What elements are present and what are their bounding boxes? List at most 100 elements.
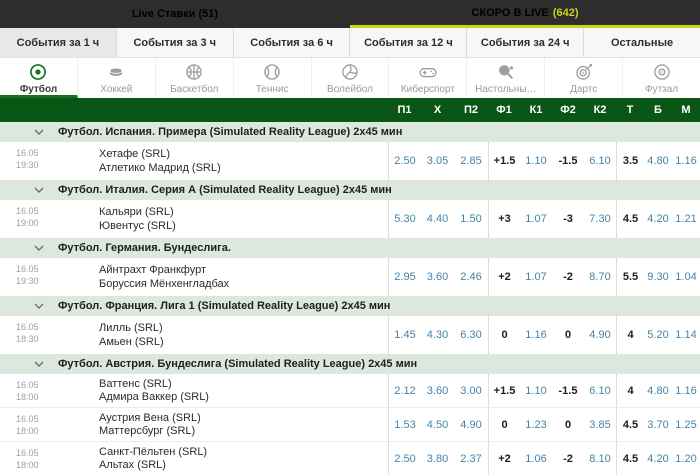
odds-p2[interactable]: 3.00 [460, 384, 482, 397]
tab-events-other[interactable]: Остальные [584, 28, 700, 57]
odds-p1[interactable]: 5.30 [388, 200, 421, 238]
odds-x[interactable]: 3.05 [426, 155, 449, 167]
odds-k2[interactable]: 8.10 [589, 452, 611, 465]
odds-k2[interactable]: 8.70 [589, 271, 611, 283]
odds-t[interactable]: 4.5 [616, 442, 644, 475]
odds-f2[interactable]: -2 [563, 452, 573, 465]
odds-f1[interactable]: +1.5 [488, 374, 520, 407]
odds-m[interactable]: 1.21 [675, 213, 697, 225]
sport-tab-volleyball[interactable]: Волейбол [312, 58, 390, 98]
odds-b[interactable]: 4.20 [647, 213, 669, 225]
odds-p1[interactable]: 2.95 [388, 258, 421, 296]
tab-events-3h[interactable]: События за 3 ч [116, 28, 234, 57]
sport-tab-tennis[interactable]: Теннис [234, 58, 312, 98]
odds-f1[interactable]: +1.5 [488, 142, 520, 180]
sport-tab-esports[interactable]: Киберспорт [389, 58, 468, 98]
sport-tab-football[interactable]: Футбол [0, 58, 78, 98]
odds-b[interactable]: 5.20 [647, 329, 669, 341]
league-section-austria[interactable]: Футбол. Австрия. Бундеслига (Simulated R… [0, 354, 700, 374]
odds-k2[interactable]: 6.10 [589, 155, 611, 167]
odds-k2[interactable]: 6.10 [589, 384, 611, 397]
odds-p1[interactable]: 1.53 [388, 408, 421, 441]
match-teams[interactable]: Кальяри (SRL) Ювентус (SRL) [99, 200, 388, 238]
odds-f1[interactable]: +3 [488, 200, 520, 238]
odds-p1[interactable]: 2.12 [388, 374, 421, 407]
odds-x[interactable]: 4.50 [426, 418, 449, 431]
odds-x[interactable]: 3.60 [426, 384, 449, 397]
odds-f1[interactable]: 0 [488, 316, 520, 354]
match-teams[interactable]: Айнтрахт Франкфурт Боруссия Мёнхенгладба… [99, 258, 388, 296]
time-filter-tabs: События за 1 ч События за 3 ч События за… [0, 28, 700, 58]
odds-f2[interactable]: -1.5 [558, 384, 578, 397]
odds-t[interactable]: 5.5 [616, 258, 644, 296]
odds-k1[interactable]: 1.10 [525, 155, 547, 167]
odds-p2[interactable]: 1.50 [460, 213, 482, 225]
odds-m[interactable]: 1.20 [675, 452, 697, 465]
tab-events-12h[interactable]: События за 12 ч [350, 28, 468, 57]
odds-x[interactable]: 3.60 [426, 271, 449, 283]
odds-t[interactable]: 3.5 [616, 142, 644, 180]
sport-tab-darts[interactable]: Дартс [545, 58, 624, 98]
sport-tab-futsal[interactable]: Футзал [623, 58, 700, 98]
match-teams[interactable]: Аустрия Вена (SRL) Маттерсбург (SRL) [99, 408, 388, 441]
odds-k1[interactable]: 1.07 [525, 271, 547, 283]
odds-m[interactable]: 1.14 [675, 329, 697, 341]
odds-m[interactable]: 1.16 [675, 384, 697, 397]
odds-b[interactable]: 4.20 [647, 452, 669, 465]
odds-b[interactable]: 3.70 [647, 418, 669, 431]
odds-x[interactable]: 4.40 [426, 213, 449, 225]
odds-f2[interactable]: 0 [564, 418, 572, 431]
odds-p2[interactable]: 2.46 [460, 271, 482, 283]
league-section-spain[interactable]: Футбол. Испания. Примера (Simulated Real… [0, 122, 700, 142]
odds-k1[interactable]: 1.23 [525, 418, 547, 431]
odds-f1[interactable]: +2 [488, 258, 520, 296]
odds-k1[interactable]: 1.06 [525, 452, 547, 465]
tab-events-6h[interactable]: События за 6 ч [233, 28, 351, 57]
sport-tab-table-tennis[interactable]: Настольны… [467, 58, 546, 98]
odds-p1[interactable]: 2.50 [388, 142, 421, 180]
odds-p1[interactable]: 2.50 [388, 442, 421, 475]
odds-k1[interactable]: 1.16 [525, 329, 547, 341]
odds-p2[interactable]: 4.90 [460, 418, 482, 431]
league-section-italy[interactable]: Футбол. Италия. Серия А (Simulated Reali… [0, 180, 700, 200]
odds-f2[interactable]: -1.5 [558, 155, 578, 167]
odds-x[interactable]: 4.30 [426, 329, 449, 341]
league-section-france[interactable]: Футбол. Франция. Лига 1 (Simulated Reali… [0, 296, 700, 316]
league-section-germany[interactable]: Футбол. Германия. Бундеслига. [0, 238, 700, 258]
odds-t[interactable]: 4.5 [616, 408, 644, 441]
odds-m[interactable]: 1.04 [675, 271, 697, 283]
odds-b[interactable]: 9.30 [647, 271, 669, 283]
match-teams[interactable]: Лилль (SRL) Амьен (SRL) [99, 316, 388, 354]
sport-tab-hockey[interactable]: Хоккей [78, 58, 156, 98]
odds-m[interactable]: 1.16 [675, 155, 697, 167]
topbar-tab-soon-in-live[interactable]: СКОРО В LIVE (642) [350, 0, 700, 28]
odds-k1[interactable]: 1.10 [525, 384, 547, 397]
tab-events-24h[interactable]: События за 24 ч [467, 28, 585, 57]
odds-f1[interactable]: +2 [488, 442, 520, 475]
odds-p2[interactable]: 2.37 [460, 452, 482, 465]
odds-p1[interactable]: 1.45 [388, 316, 421, 354]
odds-k2[interactable]: 4.90 [589, 329, 611, 341]
match-teams[interactable]: Санкт-Пёльтен (SRL) Альтах (SRL) [99, 442, 388, 475]
odds-f2[interactable]: -3 [563, 213, 573, 225]
topbar-tab-live[interactable]: Live Ставки (51) [0, 0, 350, 28]
odds-f1[interactable]: 0 [488, 408, 520, 441]
odds-k2[interactable]: 3.85 [589, 418, 611, 431]
odds-f2[interactable]: -2 [563, 271, 573, 283]
odds-f2[interactable]: 0 [564, 329, 572, 341]
odds-p2[interactable]: 6.30 [460, 329, 482, 341]
odds-x[interactable]: 3.80 [426, 452, 449, 465]
odds-m[interactable]: 1.25 [675, 418, 697, 431]
odds-b[interactable]: 4.80 [647, 384, 669, 397]
tab-events-1h[interactable]: События за 1 ч [0, 28, 117, 57]
match-teams[interactable]: Ваттенс (SRL) Адмира Ваккер (SRL) [99, 374, 388, 407]
odds-k2[interactable]: 7.30 [589, 213, 611, 225]
match-teams[interactable]: Хетафе (SRL) Атлетико Мадрид (SRL) [99, 142, 388, 180]
odds-t[interactable]: 4 [616, 374, 644, 407]
odds-b[interactable]: 4.80 [647, 155, 669, 167]
odds-k1[interactable]: 1.07 [525, 213, 547, 225]
sport-tab-basketball[interactable]: Баскетбол [156, 58, 234, 98]
odds-p2[interactable]: 2.85 [460, 155, 482, 167]
odds-t[interactable]: 4.5 [616, 200, 644, 238]
odds-t[interactable]: 4 [616, 316, 644, 354]
